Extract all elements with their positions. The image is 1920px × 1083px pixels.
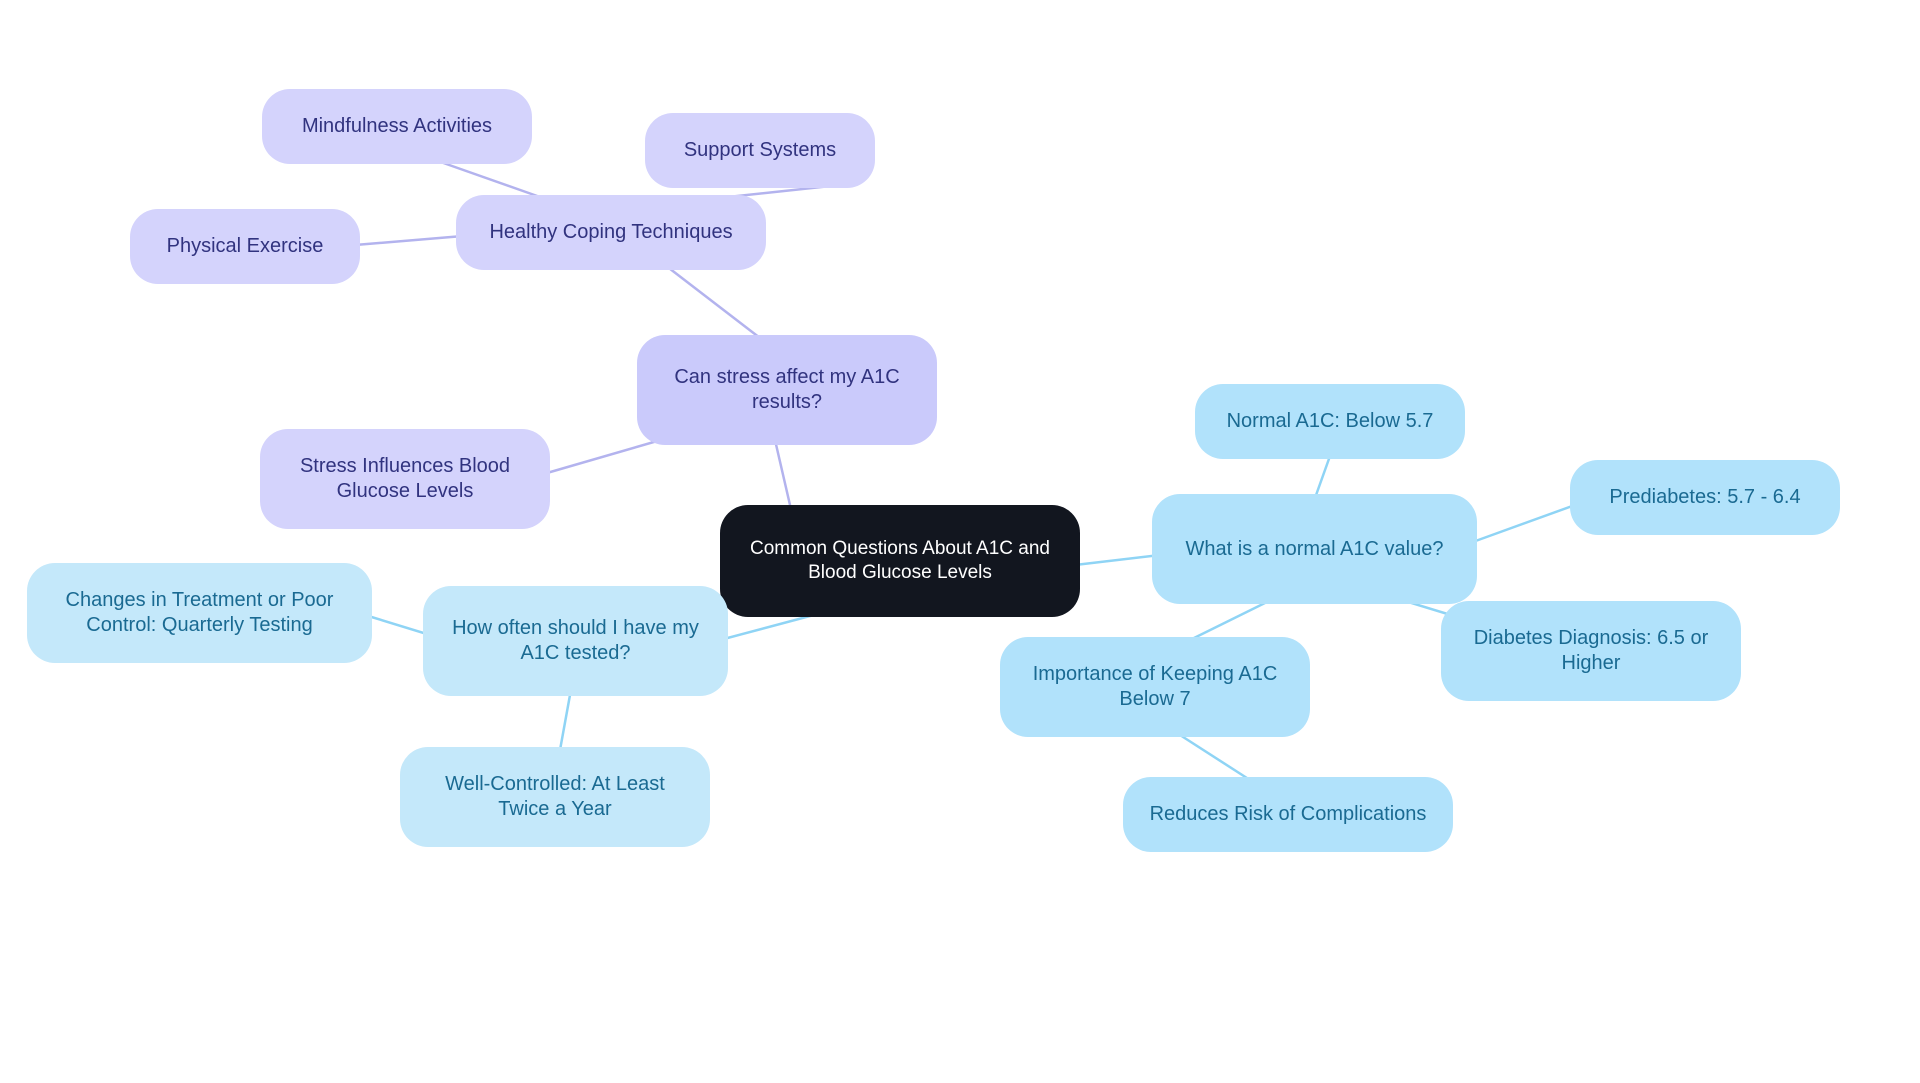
- node-label: Well-Controlled: At Least Twice a Year: [424, 772, 686, 822]
- node-diabetes: Diabetes Diagnosis: 6.5 or Higher: [1441, 601, 1741, 701]
- edge: [1180, 735, 1250, 780]
- edge: [665, 265, 760, 338]
- node-label: Normal A1C: Below 5.7: [1227, 409, 1434, 434]
- node-label: Changes in Treatment or Poor Control: Qu…: [51, 588, 348, 638]
- node-importance: Importance of Keeping A1C Below 7: [1000, 637, 1310, 737]
- node-label: Healthy Coping Techniques: [489, 220, 732, 245]
- edge: [1190, 598, 1275, 640]
- node-label: Physical Exercise: [167, 234, 324, 259]
- edge: [1315, 456, 1330, 498]
- node-prediabetes: Prediabetes: 5.7 - 6.4: [1570, 460, 1840, 535]
- node-howoften: How often should I have my A1C tested?: [423, 586, 728, 696]
- node-label: How often should I have my A1C tested?: [447, 616, 704, 666]
- node-twice: Well-Controlled: At Least Twice a Year: [400, 747, 710, 847]
- edge: [560, 695, 570, 750]
- node-normal: What is a normal A1C value?: [1152, 494, 1477, 604]
- node-label: Mindfulness Activities: [302, 114, 492, 139]
- node-quarterly: Changes in Treatment or Poor Control: Qu…: [27, 563, 372, 663]
- edge: [1470, 505, 1575, 543]
- node-support: Support Systems: [645, 113, 875, 188]
- edge: [775, 440, 790, 505]
- node-label: What is a normal A1C value?: [1186, 537, 1444, 562]
- edge: [1075, 555, 1160, 565]
- mindmap-canvas: Common Questions About A1C and Blood Glu…: [0, 0, 1920, 1083]
- node-root: Common Questions About A1C and Blood Glu…: [720, 505, 1080, 617]
- edge: [365, 615, 430, 635]
- node-exercise: Physical Exercise: [130, 209, 360, 284]
- node-label: Stress Influences Blood Glucose Levels: [284, 454, 526, 504]
- node-coping: Healthy Coping Techniques: [456, 195, 766, 270]
- node-label: Reduces Risk of Complications: [1150, 802, 1427, 827]
- node-label: Can stress affect my A1C results?: [661, 365, 913, 415]
- node-label: Prediabetes: 5.7 - 6.4: [1609, 485, 1800, 510]
- node-label: Common Questions About A1C and Blood Glu…: [744, 537, 1056, 585]
- node-label: Diabetes Diagnosis: 6.5 or Higher: [1465, 626, 1717, 676]
- node-mindfulness: Mindfulness Activities: [262, 89, 532, 164]
- node-below57: Normal A1C: Below 5.7: [1195, 384, 1465, 459]
- node-reduces: Reduces Risk of Complications: [1123, 777, 1453, 852]
- edge: [435, 160, 540, 197]
- node-label: Support Systems: [684, 138, 836, 163]
- node-influences: Stress Influences Blood Glucose Levels: [260, 429, 550, 529]
- node-stress: Can stress affect my A1C results?: [637, 335, 937, 445]
- node-label: Importance of Keeping A1C Below 7: [1024, 662, 1286, 712]
